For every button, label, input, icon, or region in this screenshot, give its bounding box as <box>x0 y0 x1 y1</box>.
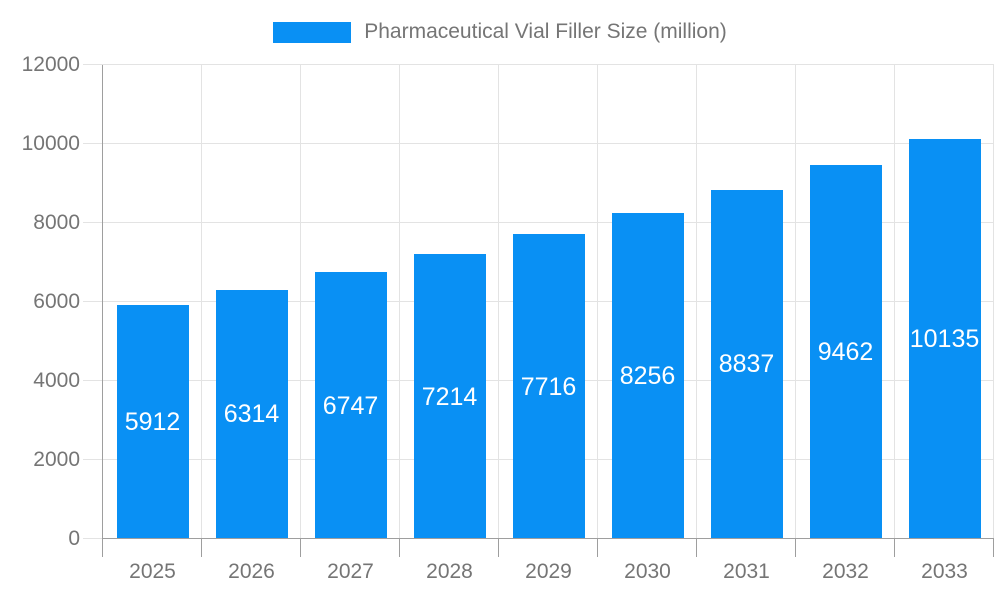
v-gridline <box>498 65 499 539</box>
v-gridline <box>696 65 697 539</box>
h-gridline <box>103 143 994 144</box>
x-axis-tick <box>597 539 598 557</box>
bar-value-label: 10135 <box>909 324 980 353</box>
legend-swatch <box>273 21 352 43</box>
v-gridline <box>201 65 202 539</box>
x-axis-tick <box>201 539 202 557</box>
bar-2033[interactable] <box>908 138 981 539</box>
x-axis-tick-label: 2031 <box>723 560 770 583</box>
y-axis-tick <box>83 64 103 65</box>
y-axis-tick <box>83 380 103 381</box>
y-axis-tick <box>83 301 103 302</box>
y-axis-tick <box>83 459 103 460</box>
y-axis-line <box>102 65 103 557</box>
x-axis-tick-label: 2025 <box>129 560 176 583</box>
bar-2032[interactable] <box>809 165 882 539</box>
bar-2026[interactable] <box>215 289 288 539</box>
x-axis-tick <box>795 539 796 557</box>
bar-value-label: 9462 <box>817 338 874 367</box>
x-axis-tick <box>498 539 499 557</box>
v-gridline <box>993 65 994 539</box>
v-gridline <box>300 65 301 539</box>
v-gridline <box>399 65 400 539</box>
y-axis-tick-label: 10000 <box>21 132 80 155</box>
y-axis-tick-label: 6000 <box>33 290 80 313</box>
y-axis-tick-label: 2000 <box>33 448 80 471</box>
legend-label: Pharmaceutical Vial Filler Size (million… <box>364 20 727 43</box>
x-axis-tick <box>894 539 895 557</box>
x-axis-tick <box>696 539 697 557</box>
bar-value-label: 6747 <box>322 391 379 420</box>
v-gridline <box>795 65 796 539</box>
x-axis-tick-label: 2032 <box>822 560 869 583</box>
x-axis-tick <box>993 539 994 557</box>
bar-value-label: 7716 <box>520 372 577 401</box>
y-axis-tick-label: 0 <box>68 527 80 550</box>
y-axis-tick <box>83 538 103 539</box>
bar-value-label: 8256 <box>619 361 676 390</box>
v-gridline <box>597 65 598 539</box>
bar-2027[interactable] <box>314 272 387 539</box>
x-axis-tick <box>399 539 400 557</box>
bar-2029[interactable] <box>512 234 585 539</box>
bar-2028[interactable] <box>413 254 486 539</box>
y-axis-tick <box>83 143 103 144</box>
x-axis-tick-label: 2029 <box>525 560 572 583</box>
y-axis-tick-label: 12000 <box>21 53 80 76</box>
bar-2030[interactable] <box>611 212 684 539</box>
v-gridline <box>894 65 895 539</box>
h-gridline <box>103 222 994 223</box>
x-axis-tick-label: 2033 <box>921 560 968 583</box>
x-axis-tick-label: 2030 <box>624 560 671 583</box>
y-axis-tick-label: 4000 <box>33 369 80 392</box>
x-axis-tick-label: 2027 <box>327 560 374 583</box>
bar-value-label: 7214 <box>421 382 478 411</box>
x-axis-tick-label: 2026 <box>228 560 275 583</box>
bar-value-label: 8837 <box>718 350 775 379</box>
x-axis-baseline <box>103 538 994 539</box>
legend: Pharmaceutical Vial Filler Size (million… <box>0 20 1000 44</box>
h-gridline <box>103 64 994 65</box>
bar-value-label: 5912 <box>124 408 181 437</box>
x-axis-tick-label: 2028 <box>426 560 473 583</box>
y-axis-tick <box>83 222 103 223</box>
bar-2025[interactable] <box>116 305 189 539</box>
bar-2031[interactable] <box>710 189 783 539</box>
bar-value-label: 6314 <box>223 400 280 429</box>
x-axis-tick <box>300 539 301 557</box>
y-axis-tick-label: 8000 <box>33 211 80 234</box>
